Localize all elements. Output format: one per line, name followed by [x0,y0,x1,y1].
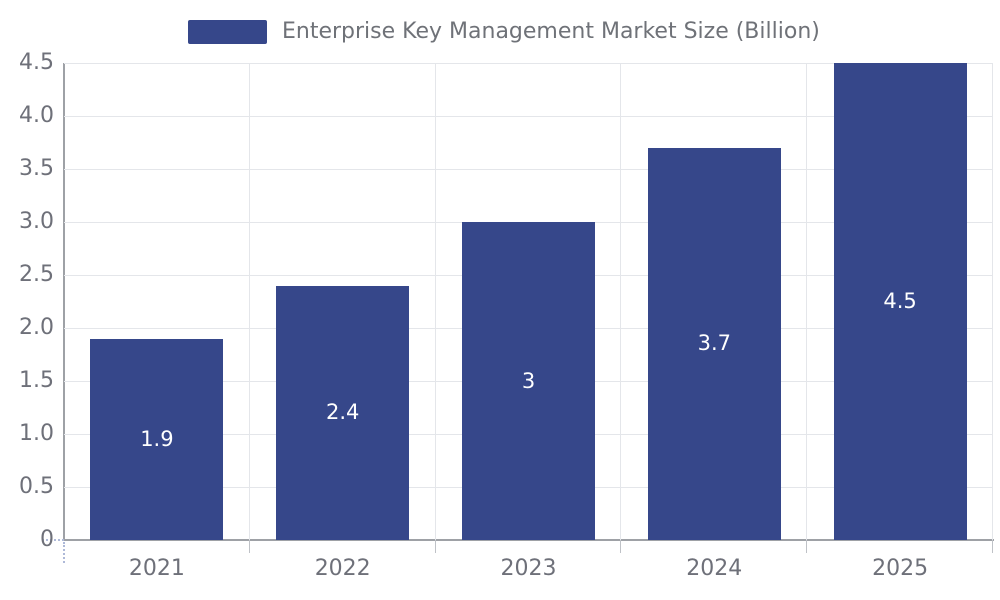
bar-value-label: 1.9 [140,426,174,451]
y-axis-tick-label: 1.0 [19,421,54,446]
y-axis-tick-label: 4.0 [19,103,54,128]
x-axis-tick-label: 2021 [128,556,185,581]
y-axis-tick-label: 2.5 [19,262,54,287]
vertical-gridline [248,63,250,540]
y-axis-tick-label: 2.0 [19,315,54,340]
x-axis-tick-label: 2024 [686,556,743,581]
x-axis-tick-mark [434,540,436,553]
legend-item[interactable]: Enterprise Key Management Market Size (B… [188,18,820,46]
y-axis-tick-label: 0.5 [19,474,54,499]
vertical-gridline [620,63,622,540]
x-axis-tick-mark [992,540,993,553]
x-axis-tick-mark [620,540,622,553]
vertical-gridline [992,63,993,540]
bar-2023[interactable]: 3 [462,222,595,540]
x-axis-line [63,539,994,541]
x-axis-tick-label: 2022 [314,556,371,581]
legend-swatch-icon [188,20,267,44]
bar-2024[interactable]: 3.7 [647,147,781,540]
x-axis-tick-label: 2025 [872,556,929,581]
bar-value-label: 3 [521,368,536,393]
vertical-gridline [806,63,808,540]
bar-2021[interactable]: 1.9 [90,338,224,540]
bar-value-label: 4.5 [883,289,917,313]
bar-value-label: 2.4 [325,400,360,425]
y-axis-line [63,63,65,541]
horizontal-gridline [64,169,993,170]
horizontal-gridline [64,116,993,117]
y-axis-tick-label: 3.0 [19,209,54,234]
origin-tick-vertical [63,542,65,563]
y-axis-tick-label: 0 [40,527,54,552]
y-axis-tick-label: 3.5 [19,156,54,181]
y-axis-tick-label: 4.5 [19,50,54,75]
origin-tick-horizontal [42,539,64,541]
bar-value-label: 3.7 [697,331,731,356]
plot-area: 1.9 2.4 3 3.7 4.5 [64,63,993,540]
vertical-gridline [434,63,436,540]
bar-2025[interactable]: 4.5 [833,63,967,540]
x-axis-tick-label: 2023 [500,556,557,581]
horizontal-gridline [64,63,993,64]
y-axis-tick-label: 1.5 [19,368,54,393]
legend-label: Enterprise Key Management Market Size (B… [282,19,820,44]
bar-2022[interactable]: 2.4 [276,285,410,540]
x-axis-tick-mark [248,540,250,553]
x-axis-tick-mark [806,540,808,553]
